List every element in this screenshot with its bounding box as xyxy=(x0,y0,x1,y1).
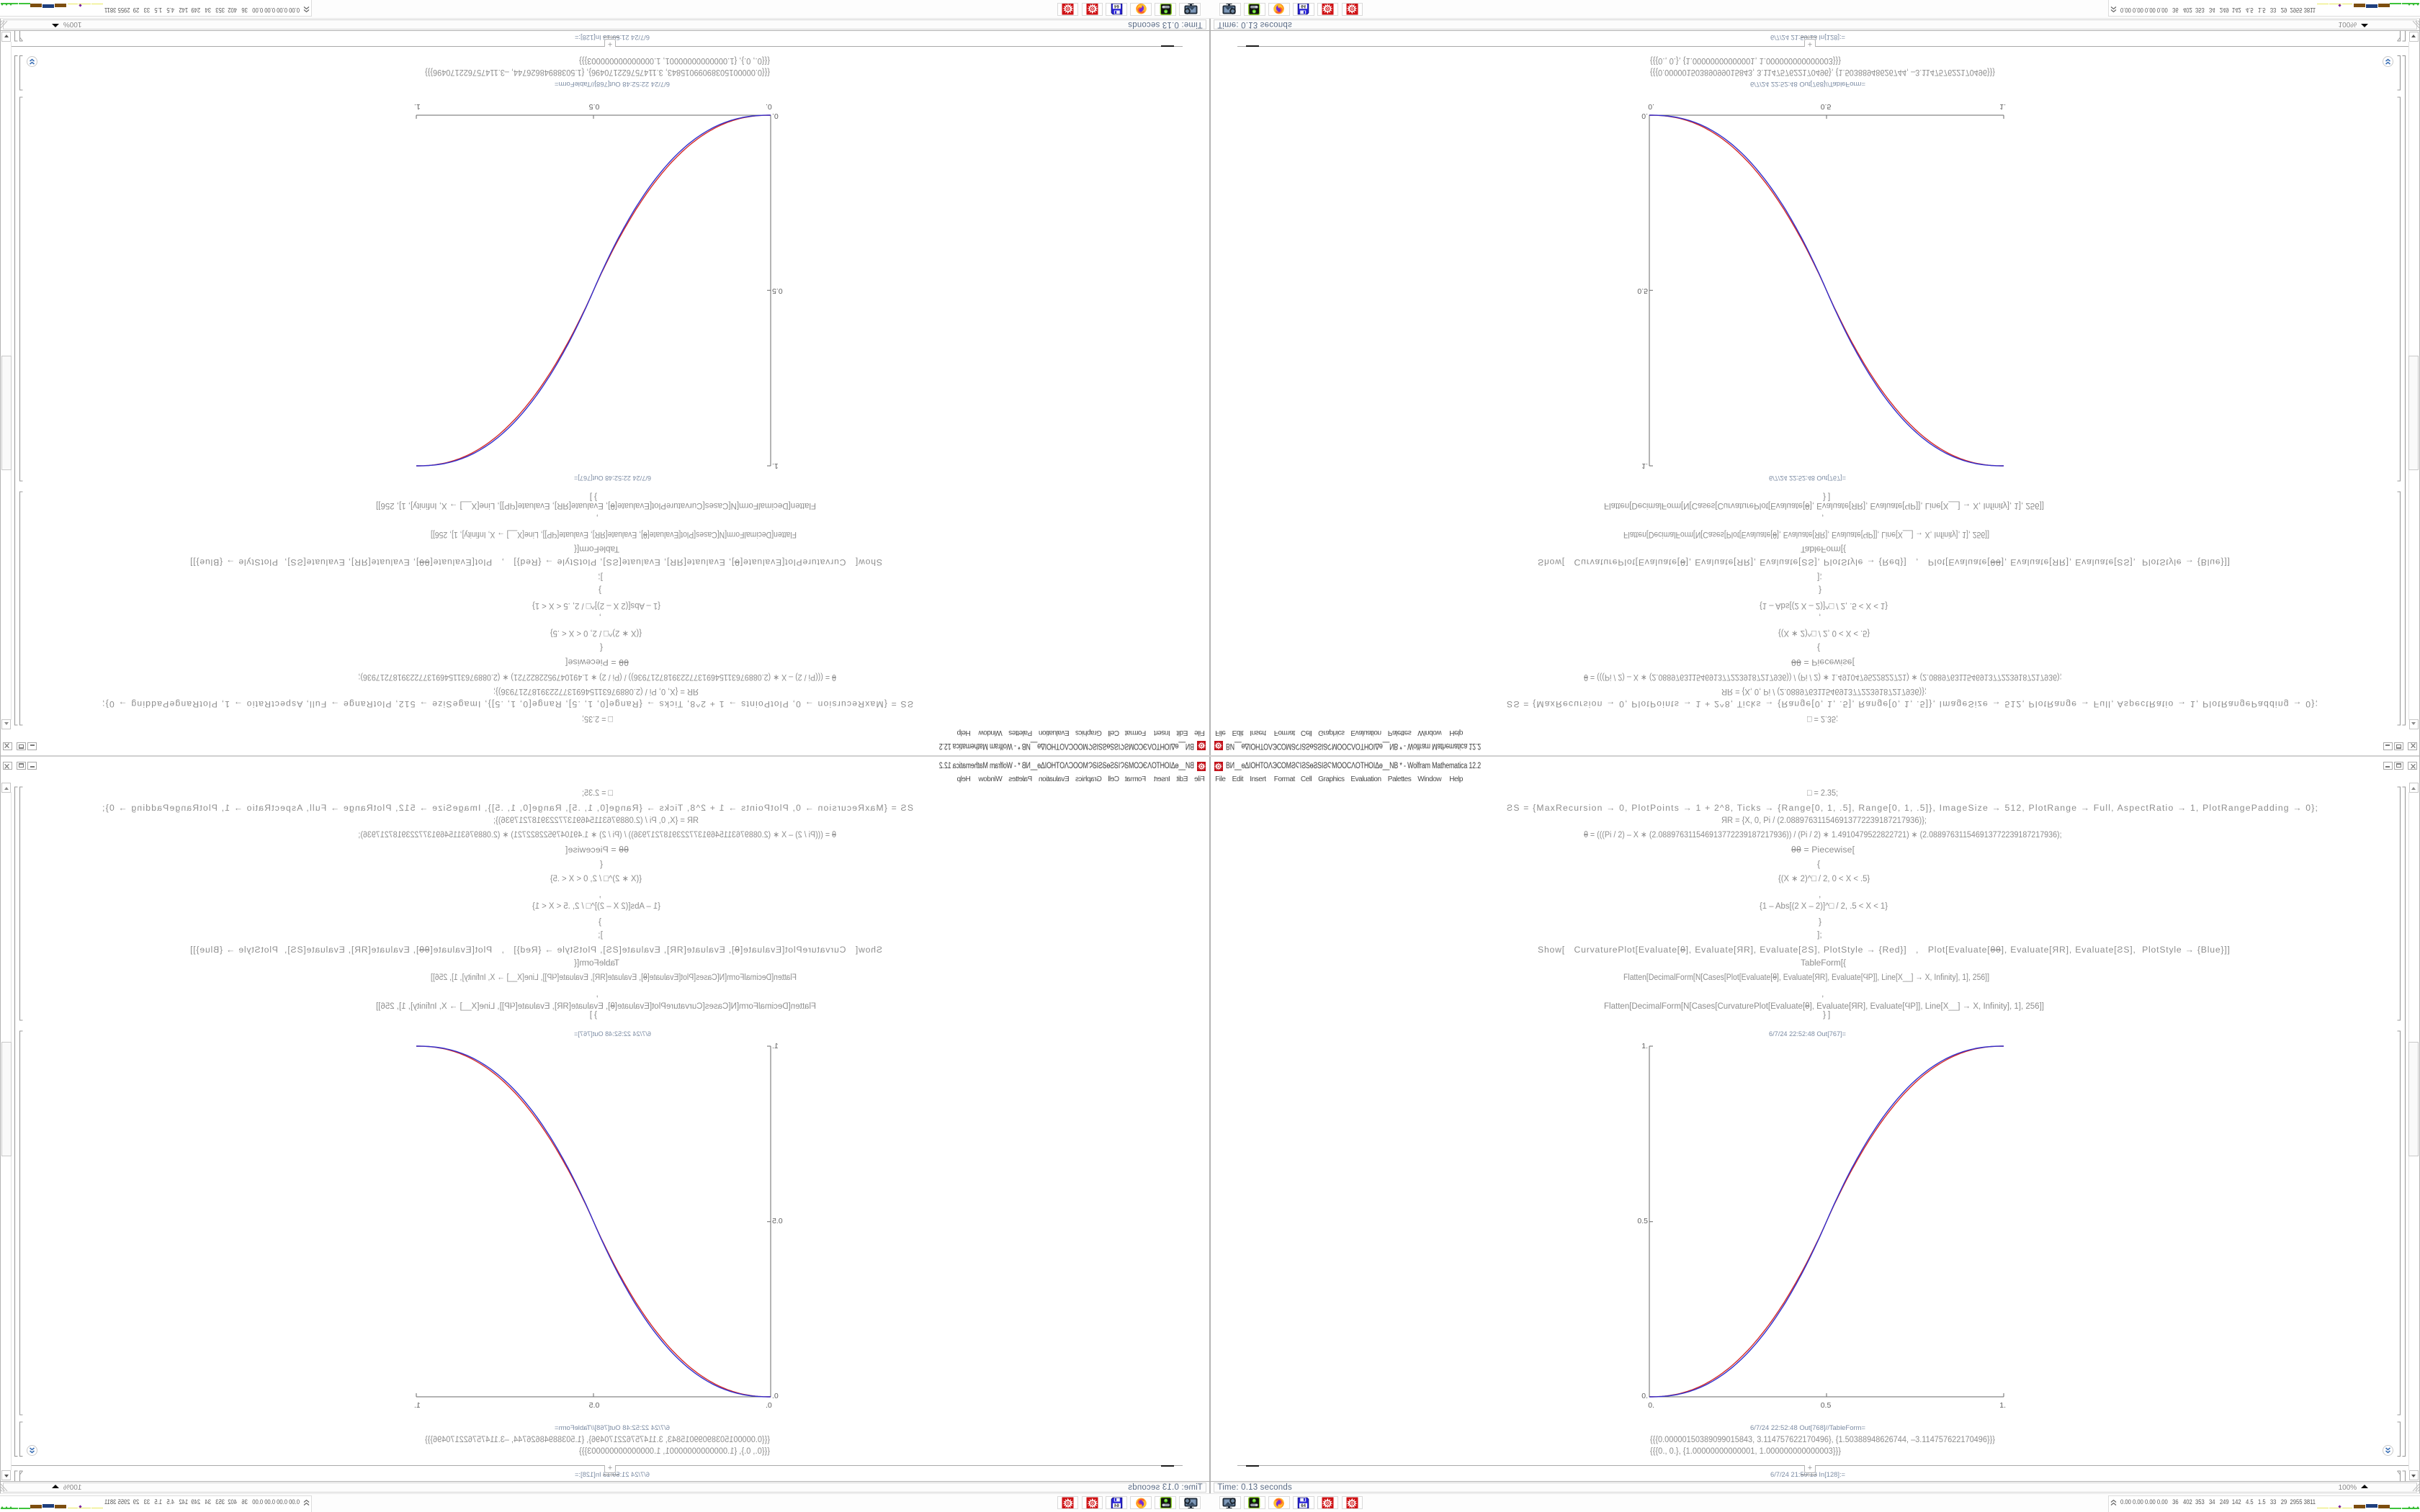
svg-text:64: 64 xyxy=(1301,4,1306,8)
svg-text:64: 64 xyxy=(1301,1504,1306,1508)
svg-text:64: 64 xyxy=(1113,4,1119,8)
svg-text:64: 64 xyxy=(1113,1504,1119,1508)
